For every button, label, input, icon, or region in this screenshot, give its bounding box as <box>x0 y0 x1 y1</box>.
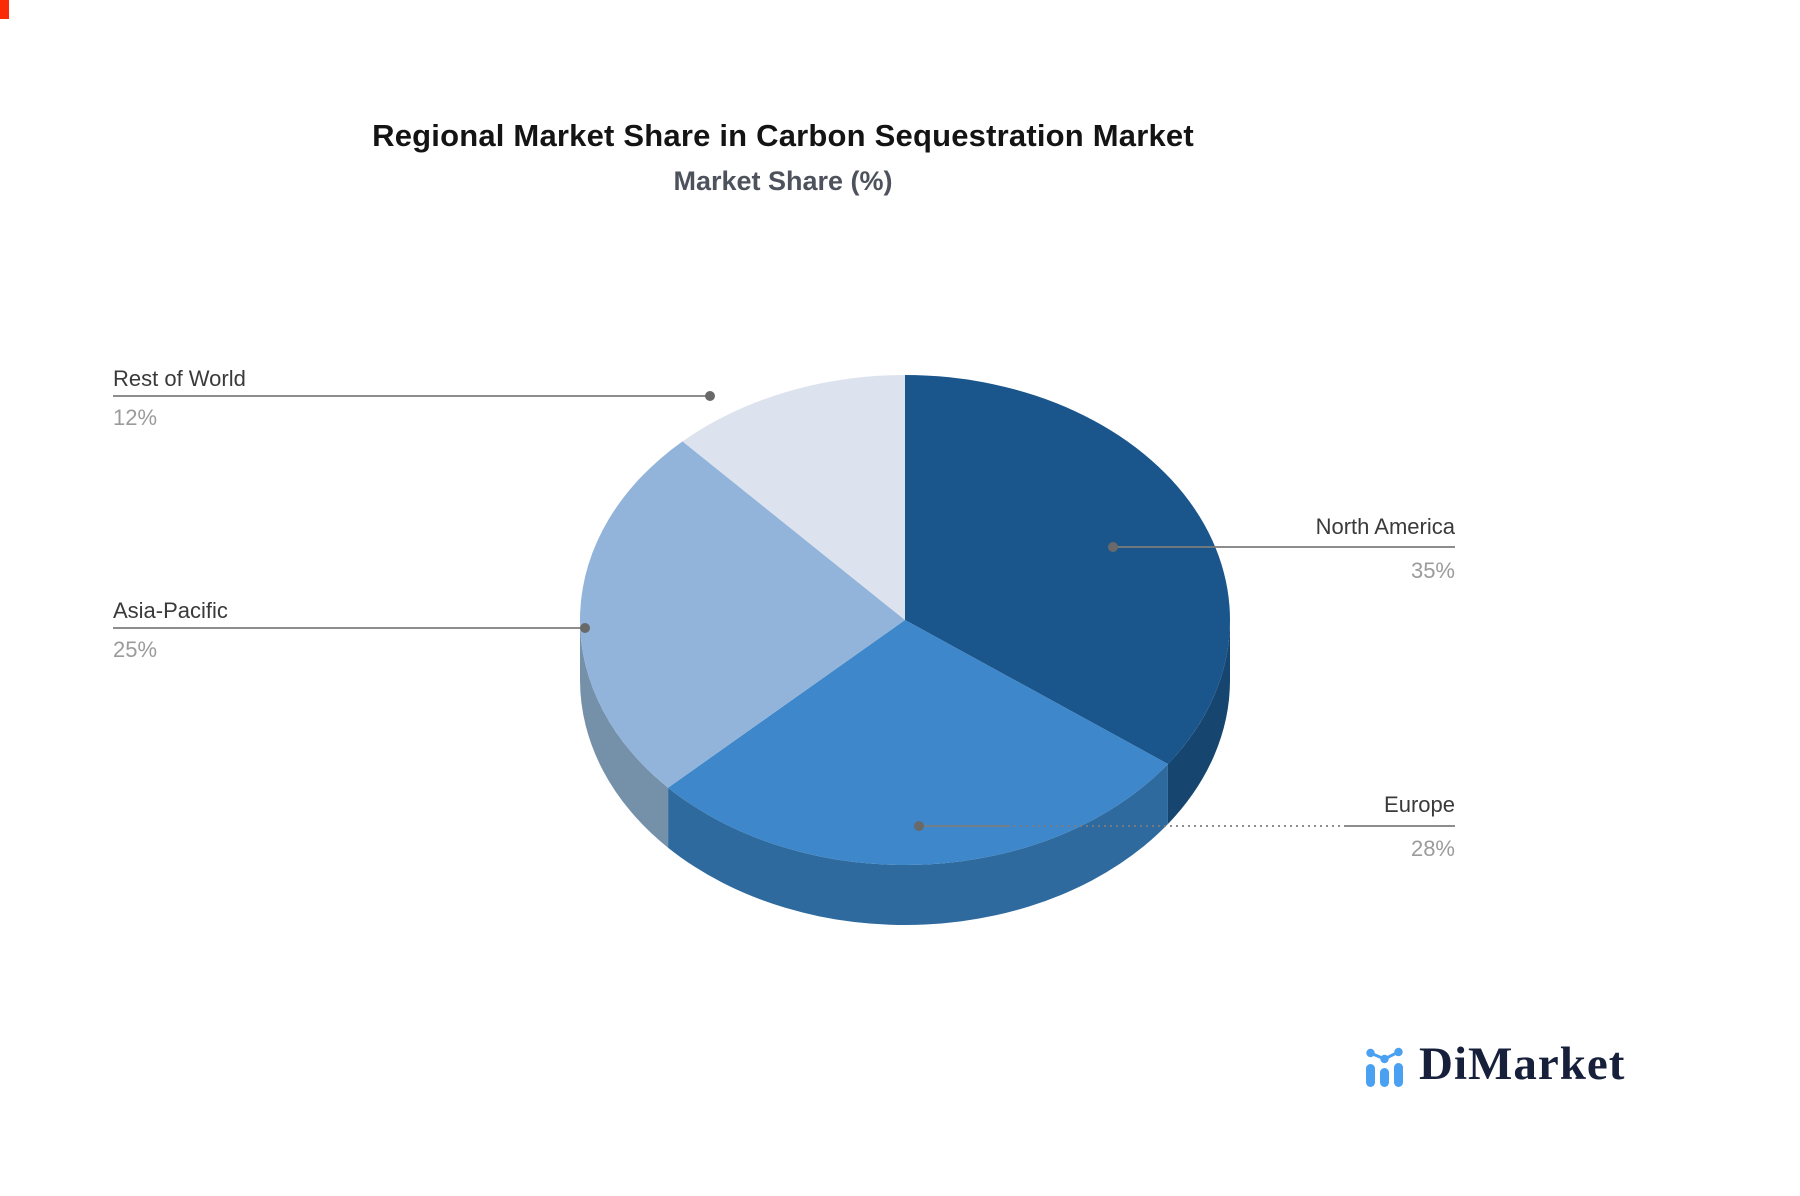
callout-label-asia-pacific: Asia-Pacific <box>113 598 228 623</box>
chart-title: Regional Market Share in Carbon Sequestr… <box>372 118 1194 153</box>
pie-slice-europe[interactable] <box>668 620 1168 865</box>
callout-label-europe: Europe <box>1384 792 1455 817</box>
callout-label-rest-of-world: Rest of World <box>113 366 246 391</box>
chart-subtitle: Market Share (%) <box>673 166 893 196</box>
bar-chart-trend-icon <box>1366 1047 1403 1087</box>
leader-dot <box>914 821 924 831</box>
leader-dot <box>580 623 590 633</box>
callout-value-north-america: 35% <box>1410 558 1455 583</box>
pie-slice-side-europe <box>668 764 1168 925</box>
corner-artifact <box>0 0 9 19</box>
pie-slice-asia-pacific[interactable] <box>580 441 905 788</box>
pie-slice-side-asia-pacific <box>580 620 669 848</box>
pie-slice-north-america[interactable] <box>905 375 1230 765</box>
callout-label-north-america: North America <box>1315 514 1455 539</box>
leader-dot <box>705 391 715 401</box>
callout-value-europe: 28% <box>1410 836 1455 861</box>
pie-slice-side-north-america <box>1167 620 1230 825</box>
leader-dot <box>1108 542 1118 552</box>
callout-value-asia-pacific: 25% <box>113 637 158 662</box>
callout-value-rest-of-world: 12% <box>113 405 158 430</box>
brand-logo: DiMarket <box>1363 1038 1625 1090</box>
brand-name: DiMarket <box>1419 1038 1626 1090</box>
pie-slice-rest-of-world[interactable] <box>682 375 905 620</box>
